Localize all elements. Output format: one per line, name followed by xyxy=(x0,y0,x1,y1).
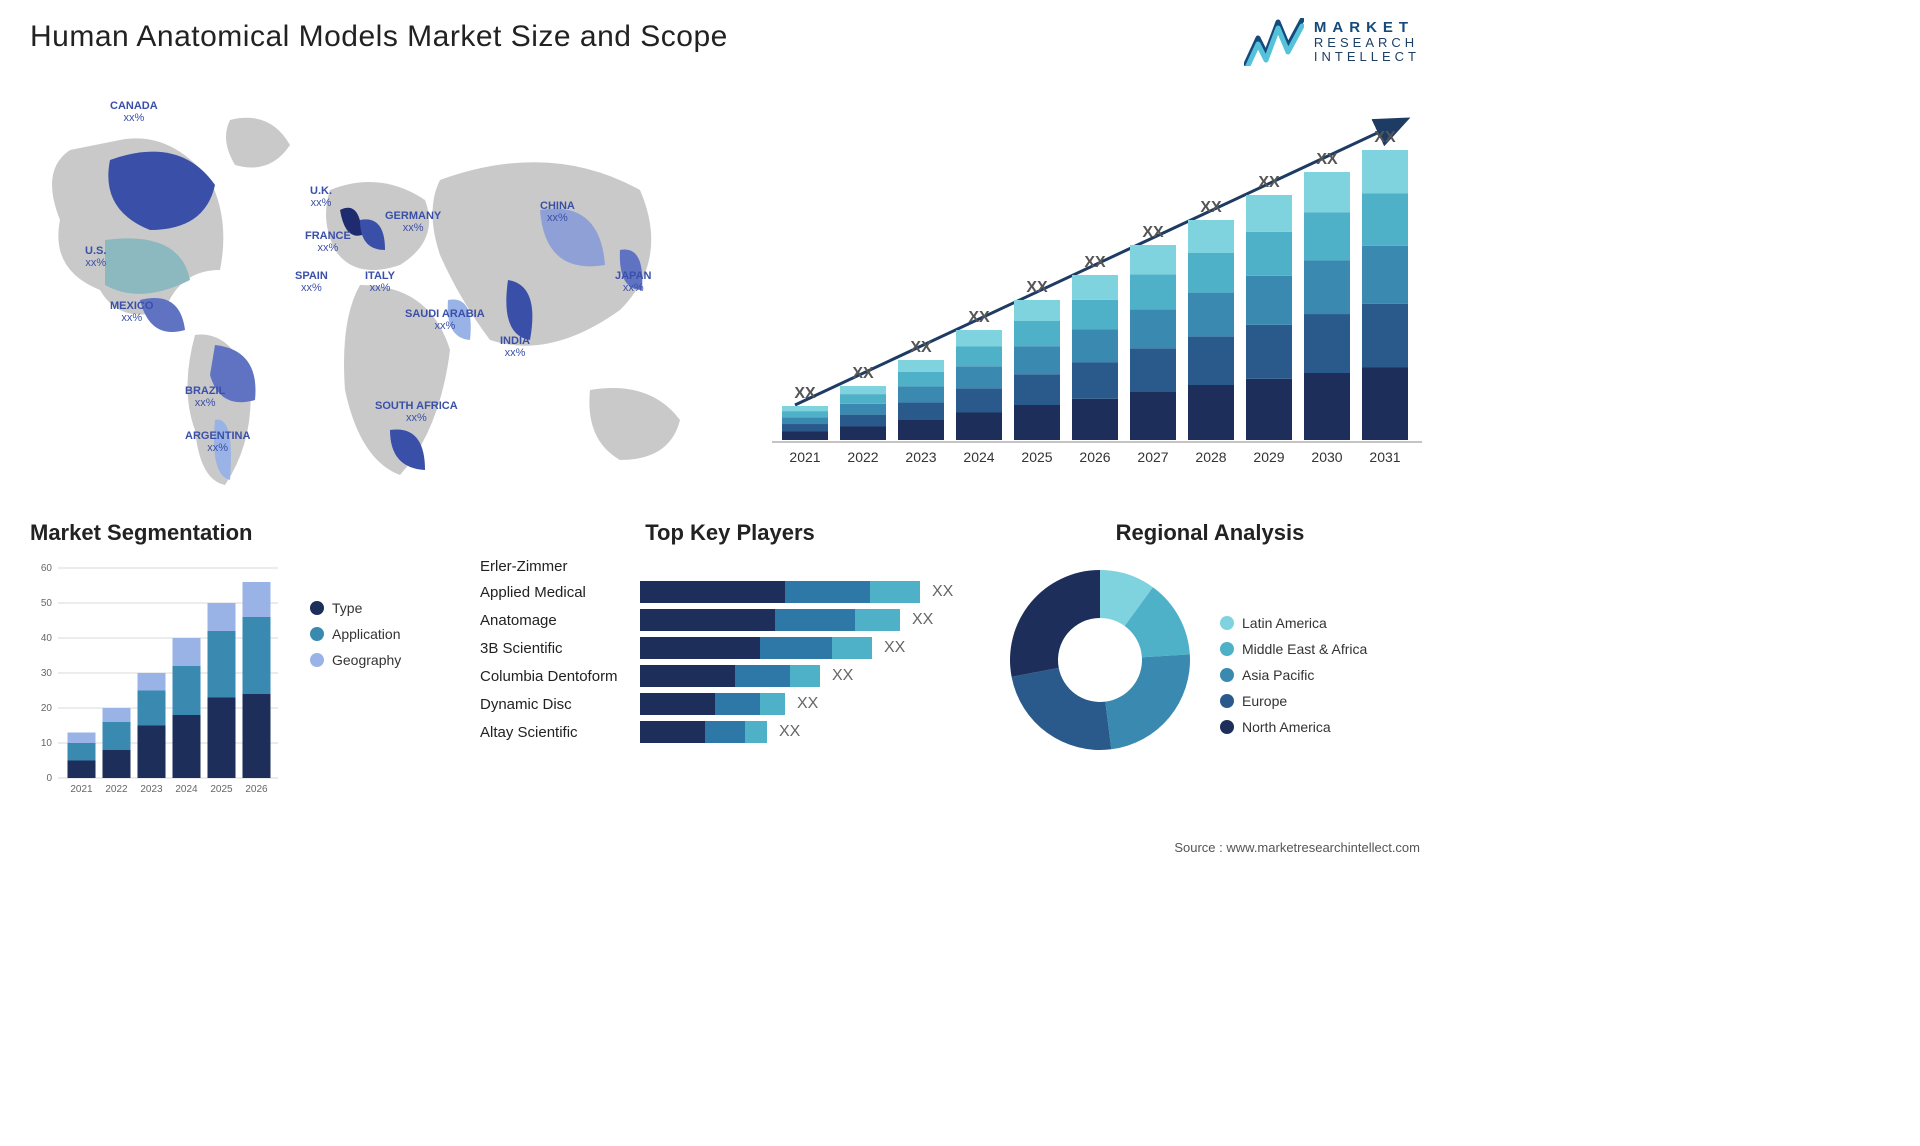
map-label-france: FRANCExx% xyxy=(305,230,351,254)
player-row-applied-medical: Applied MedicalXX xyxy=(480,581,980,603)
svg-text:2024: 2024 xyxy=(963,449,994,465)
svg-text:XX: XX xyxy=(1258,174,1280,191)
brand-line3: INTELLECT xyxy=(1314,50,1420,64)
map-label-germany: GERMANYxx% xyxy=(385,210,441,234)
key-players-panel: Top Key Players Erler-Zimmer Applied Medi… xyxy=(480,520,980,749)
market-segmentation-panel: Market Segmentation 0 10 20 30 40 50 60 2021 202… xyxy=(30,520,460,815)
svg-text:2027: 2027 xyxy=(1137,449,1168,465)
brand-logo: MARKET RESEARCH INTELLECT xyxy=(1244,18,1420,66)
svg-text:2023: 2023 xyxy=(905,449,936,465)
svg-text:2023: 2023 xyxy=(140,784,163,795)
player-row-anatomage: AnatomageXX xyxy=(480,609,980,631)
svg-text:40: 40 xyxy=(41,633,53,644)
player-row-erler-zimmer: Erler-Zimmer xyxy=(480,558,980,575)
player-row-columbia-dentoform: Columbia DentoformXX xyxy=(480,665,980,687)
map-label-japan: JAPANxx% xyxy=(615,270,651,294)
svg-text:2030: 2030 xyxy=(1311,449,1342,465)
svg-text:2022: 2022 xyxy=(105,784,128,795)
regional-title: Regional Analysis xyxy=(1000,520,1420,546)
svg-text:XX: XX xyxy=(1316,151,1338,168)
map-label-mexico: MEXICOxx% xyxy=(110,300,153,324)
svg-text:XX: XX xyxy=(1142,224,1164,241)
svg-text:2021: 2021 xyxy=(70,784,93,795)
regional-legend-latin-america: Latin America xyxy=(1220,615,1367,631)
player-row-altay-scientific: Altay ScientificXX xyxy=(480,721,980,743)
regional-donut-chart xyxy=(1000,560,1200,760)
brand-line2: RESEARCH xyxy=(1314,36,1420,50)
segmentation-legend-type: Type xyxy=(310,600,401,616)
market-size-bar-chart: XX 2021 XX 2022 XX 2023 XX 2024 XX 2025 XX 2026 XX 20… xyxy=(772,100,1422,480)
svg-text:XX: XX xyxy=(852,365,874,382)
segmentation-title: Market Segmentation xyxy=(30,520,460,546)
player-row-dynamic-disc: Dynamic DiscXX xyxy=(480,693,980,715)
svg-text:2029: 2029 xyxy=(1253,449,1284,465)
svg-text:10: 10 xyxy=(41,738,53,749)
page-title: Human Anatomical Models Market Size and … xyxy=(30,20,728,54)
svg-text:0: 0 xyxy=(46,773,52,784)
svg-text:XX: XX xyxy=(1200,199,1222,216)
map-label-saudi-arabia: SAUDI ARABIAxx% xyxy=(405,308,485,332)
svg-text:2026: 2026 xyxy=(1079,449,1110,465)
map-label-china: CHINAxx% xyxy=(540,200,575,224)
source-text: Source : www.marketresearchintellect.com xyxy=(1174,840,1420,855)
svg-text:XX: XX xyxy=(794,385,816,402)
world-map-panel: CANADAxx% U.S.xx% MEXICOxx% BRAZILxx% ARGENT… xyxy=(30,90,730,490)
map-label-brazil: BRAZILxx% xyxy=(185,385,225,409)
svg-text:XX: XX xyxy=(1084,254,1106,271)
regional-legend-asia-pacific: Asia Pacific xyxy=(1220,667,1367,683)
svg-text:XX: XX xyxy=(968,309,990,326)
map-label-argentina: ARGENTINAxx% xyxy=(185,430,250,454)
svg-text:2031: 2031 xyxy=(1369,449,1400,465)
brand-logo-icon xyxy=(1244,18,1304,66)
map-label-south-africa: SOUTH AFRICAxx% xyxy=(375,400,458,424)
svg-text:30: 30 xyxy=(41,668,53,679)
svg-text:2025: 2025 xyxy=(1021,449,1052,465)
regional-legend-middle-east-africa: Middle East & Africa xyxy=(1220,641,1367,657)
svg-text:2026: 2026 xyxy=(245,784,268,795)
svg-text:XX: XX xyxy=(1026,279,1048,296)
map-label-u-k-: U.K.xx% xyxy=(310,185,332,209)
map-label-spain: SPAINxx% xyxy=(295,270,328,294)
svg-text:2024: 2024 xyxy=(175,784,198,795)
svg-text:50: 50 xyxy=(41,598,53,609)
segmentation-legend-application: Application xyxy=(310,626,401,642)
regional-analysis-panel: Regional Analysis Latin America Middle Ea… xyxy=(1000,520,1420,765)
svg-text:2025: 2025 xyxy=(210,784,233,795)
segmentation-chart: 0 10 20 30 40 50 60 2021 2022 2023 2024 2025 2026 xyxy=(30,560,290,810)
svg-text:XX: XX xyxy=(910,339,932,356)
regional-legend-europe: Europe xyxy=(1220,693,1367,709)
svg-text:2028: 2028 xyxy=(1195,449,1226,465)
map-label-canada: CANADAxx% xyxy=(110,100,158,124)
brand-line1: MARKET xyxy=(1314,20,1420,36)
svg-text:20: 20 xyxy=(41,703,53,714)
map-label-india: INDIAxx% xyxy=(500,335,530,359)
svg-text:2021: 2021 xyxy=(789,449,820,465)
svg-text:2022: 2022 xyxy=(847,449,878,465)
key-players-title: Top Key Players xyxy=(480,520,980,546)
svg-text:60: 60 xyxy=(41,563,53,574)
svg-text:XX: XX xyxy=(1374,129,1396,146)
player-row--b-scientific: 3B ScientificXX xyxy=(480,637,980,659)
segmentation-legend-geography: Geography xyxy=(310,652,401,668)
map-label-u-s-: U.S.xx% xyxy=(85,245,106,269)
regional-legend-north-america: North America xyxy=(1220,719,1367,735)
map-label-italy: ITALYxx% xyxy=(365,270,395,294)
